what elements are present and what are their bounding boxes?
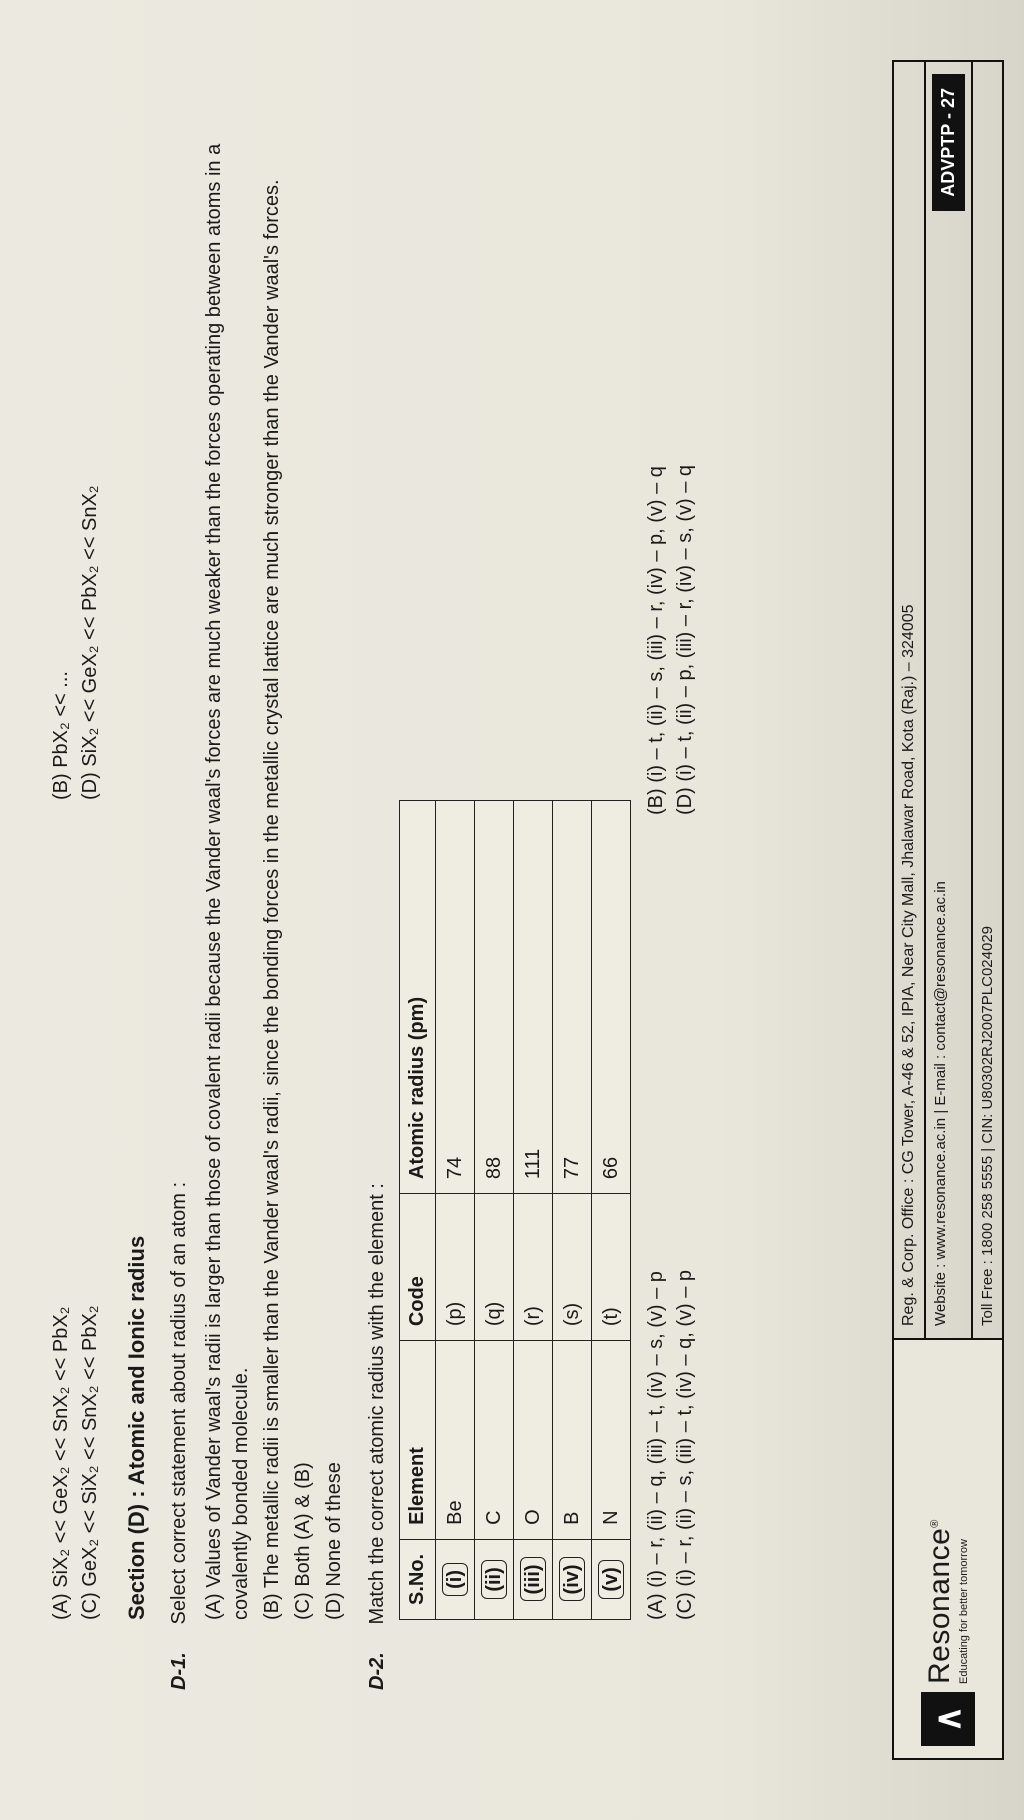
q1-option-d: (D) None of these: [321, 60, 348, 1620]
q2-number: D-2.: [366, 1630, 389, 1690]
q1-number: D-1.: [168, 1630, 191, 1690]
q1-option-d-text: None of these: [323, 1462, 345, 1587]
row1-radius: 74: [436, 801, 475, 1194]
q2-option-d: (D) (i) – t, (ii) – p, (iii) – r, (iv) –…: [674, 60, 697, 815]
question-d1: D-1. Select correct statement about radi…: [168, 60, 348, 1620]
table-row: (iii) O (r) 111: [514, 801, 553, 1620]
footer-tollfree: Toll Free : 1800 258 5555 | CIN: U80302R…: [972, 61, 1003, 1339]
footer-website: Website : www.resonance.ac.in | E-mail :…: [932, 881, 949, 1326]
col-radius: Atomic radius (pm): [400, 801, 436, 1194]
q1-option-b: (B) The metallic radii is smaller than t…: [259, 60, 286, 1620]
brand-tagline: Educating for better tomorrow: [958, 1539, 970, 1684]
q1-option-b-text: The metallic radii is smaller than the V…: [261, 179, 283, 1588]
option-b-top-text: PbX₂ << ...: [50, 671, 72, 768]
q1-stem: Select correct statement about radius of…: [168, 1182, 190, 1624]
option-d-top-text: SiX₂ << GeX₂ << PbX₂ << SnX₂: [79, 485, 101, 766]
row2-element: C: [475, 1341, 514, 1540]
brand-logo-icon: ∧: [921, 1692, 975, 1746]
table-row: (v) N (t) 66: [592, 801, 631, 1620]
footer-website-row: Website : www.resonance.ac.in | E-mail :…: [925, 61, 972, 1339]
q2-stem: Match the correct atomic radius with the…: [366, 1183, 388, 1624]
row3-element: O: [514, 1341, 553, 1540]
q2-option-d-text: (i) – t, (ii) – p, (iii) – r, (iv) – s, …: [674, 465, 696, 782]
option-a-top: (A) SiX₂ << GeX₂ << SnX₂ << PbX₂: [50, 880, 73, 1620]
q1-option-c: (C) Both (A) & (B): [290, 60, 317, 1620]
col-element: Element: [400, 1341, 436, 1540]
row4-code: (s): [553, 1194, 592, 1341]
brand-name-text: Resonance: [923, 1528, 956, 1684]
option-c-top-text: GeX₂ << SiX₂ << SnX₂ << PbX₂: [79, 1305, 101, 1586]
row3-radius: 111: [514, 801, 553, 1194]
q2-option-c: (C) (i) – r, (ii) – s, (iii) – t, (iv) –…: [674, 865, 697, 1620]
q1-option-a: (A) Values of Vander waal's radii is lar…: [201, 60, 255, 1620]
option-b-top: (B) PbX₂ << ...: [50, 60, 73, 800]
col-sno: S.No.: [400, 1539, 436, 1619]
option-d-top: (D) SiX₂ << GeX₂ << PbX₂ << SnX₂: [79, 60, 102, 800]
brand-sup: ®: [929, 1519, 941, 1528]
table-header-row: S.No. Element Code Atomic radius (pm): [400, 801, 436, 1620]
q1-option-a-text: Values of Vander waal's radii is larger …: [203, 144, 252, 1620]
table-row: (i) Be (p) 74: [436, 801, 475, 1620]
section-heading: Section (D) : Atomic and Ionic radius: [124, 60, 150, 1620]
q1-option-c-text: Both (A) & (B): [292, 1462, 314, 1586]
row4-element: B: [553, 1341, 592, 1540]
page-footer: ∧ Resonance® Educating for better tomorr…: [892, 60, 1004, 1760]
row2-radius: 88: [475, 801, 514, 1194]
row2-code: (q): [475, 1194, 514, 1341]
row1-code: (p): [436, 1194, 475, 1341]
row5-element: N: [592, 1341, 631, 1540]
q2-option-a: (A) (i) – r, (ii) – q, (iii) – t, (iv) –…: [645, 865, 668, 1620]
row5-radius: 66: [592, 801, 631, 1194]
row4-sno: (iv): [559, 1557, 585, 1601]
table-row: (ii) C (q) 88: [475, 801, 514, 1620]
option-c-top: (C) GeX₂ << SiX₂ << SnX₂ << PbX₂: [79, 880, 102, 1620]
row5-sno: (v): [598, 1560, 624, 1598]
col-code: Code: [400, 1194, 436, 1341]
q2-option-a-text: (i) – r, (ii) – q, (iii) – t, (iv) – s, …: [645, 1271, 667, 1588]
row4-radius: 77: [553, 801, 592, 1194]
table-row: (iv) B (s) 77: [553, 801, 592, 1620]
option-a-top-text: SiX₂ << GeX₂ << SnX₂ << PbX₂: [50, 1307, 72, 1588]
row1-element: Be: [436, 1341, 475, 1540]
brand-name: Resonance®: [923, 1519, 956, 1684]
radius-table: S.No. Element Code Atomic radius (pm) (i…: [399, 800, 631, 1620]
brand-cell: ∧ Resonance® Educating for better tomorr…: [893, 1339, 1003, 1759]
row5-code: (t): [592, 1194, 631, 1341]
row1-sno: (i): [442, 1563, 468, 1596]
page-badge: ADVPTP - 27: [932, 74, 965, 211]
row2-sno: (ii): [481, 1560, 507, 1598]
footer-address: Reg. & Corp. Office : CG Tower, A-46 & 5…: [893, 61, 925, 1339]
q2-option-b-text: (i) – t, (ii) – s, (iii) – r, (iv) – p, …: [645, 466, 667, 783]
row3-sno: (iii): [520, 1557, 546, 1601]
row3-code: (r): [514, 1194, 553, 1341]
q2-option-c-text: (i) – r, (ii) – s, (iii) – t, (iv) – q, …: [674, 1270, 696, 1587]
q2-option-b: (B) (i) – t, (ii) – s, (iii) – r, (iv) –…: [645, 60, 668, 815]
question-d2: D-2. Match the correct atomic radius wit…: [366, 60, 703, 1620]
